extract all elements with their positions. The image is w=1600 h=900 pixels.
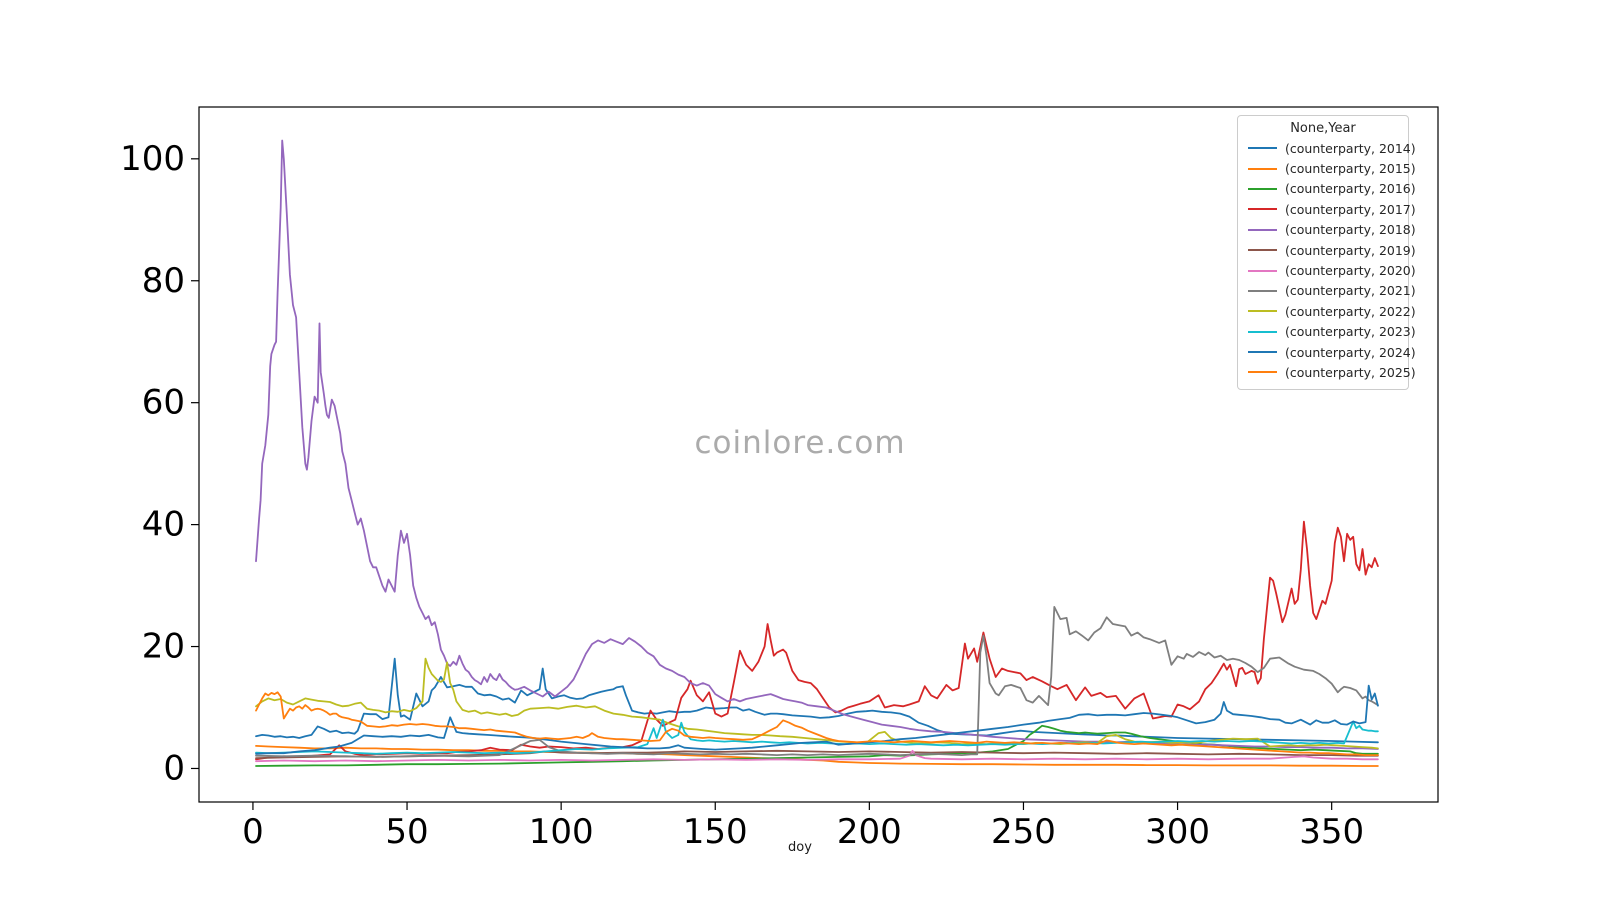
legend-item: (counterparty, 2021)	[1244, 281, 1416, 301]
watermark: coinlore.com	[694, 425, 906, 461]
y-tick-label: 20	[142, 627, 185, 667]
legend-item: (counterparty, 2019)	[1244, 240, 1416, 260]
legend-swatch-2016	[1248, 187, 1277, 190]
legend-swatch-2015	[1248, 167, 1277, 170]
legend-label: (counterparty, 2021)	[1285, 283, 1416, 299]
legend-item: (counterparty, 2015)	[1244, 158, 1416, 178]
legend-title: None,Year	[1290, 121, 1356, 136]
legend-item: (counterparty, 2016)	[1244, 179, 1416, 199]
y-tick-label: 80	[142, 261, 185, 301]
legend-label: (counterparty, 2023)	[1285, 324, 1416, 340]
legend-swatch-2024	[1248, 351, 1277, 354]
x-tick-label: 300	[1145, 812, 1210, 852]
legend-item: (counterparty, 2020)	[1244, 260, 1416, 280]
series-line-2014	[255, 657, 1379, 744]
x-tick-label: 150	[683, 812, 748, 852]
x-tick-label: 250	[991, 812, 1056, 852]
legend-swatch-2020	[1248, 269, 1277, 272]
legend-item: (counterparty, 2025)	[1244, 362, 1416, 382]
legend-label: (counterparty, 2018)	[1285, 222, 1416, 238]
series-line-2018	[255, 139, 1379, 750]
legend-swatch-2022	[1248, 310, 1277, 313]
legend-swatch-2019	[1248, 249, 1277, 252]
legend-items: (counterparty, 2014) (counterparty, 2015)…	[1244, 138, 1416, 383]
legend-label: (counterparty, 2014)	[1285, 140, 1416, 156]
series-line-2025	[255, 691, 1379, 756]
legend-item: (counterparty, 2017)	[1244, 199, 1416, 219]
legend-swatch-2025	[1248, 371, 1277, 374]
y-tick-label: 100	[120, 139, 185, 179]
legend-label: (counterparty, 2019)	[1285, 242, 1416, 258]
x-tick-label: 0	[242, 812, 264, 852]
series-line-2017	[255, 520, 1379, 761]
legend-label: (counterparty, 2017)	[1285, 201, 1416, 217]
legend-item: (counterparty, 2014)	[1244, 138, 1416, 158]
legend-label: (counterparty, 2020)	[1285, 263, 1416, 279]
series-line-2015	[255, 745, 1379, 767]
legend-item: (counterparty, 2024)	[1244, 342, 1416, 362]
series-line-2016	[255, 724, 1379, 767]
x-tick-label: 50	[385, 812, 428, 852]
axes-frame	[198, 106, 1439, 803]
y-tick-label: 0	[163, 748, 185, 788]
legend-item: (counterparty, 2023)	[1244, 322, 1416, 342]
legend-item: (counterparty, 2022)	[1244, 301, 1416, 321]
legend-item: (counterparty, 2018)	[1244, 220, 1416, 240]
x-tick-label: 350	[1299, 812, 1364, 852]
legend-swatch-2023	[1248, 330, 1277, 333]
legend-label: (counterparty, 2025)	[1285, 364, 1416, 380]
y-tick-label: 40	[142, 505, 185, 545]
legend-label: (counterparty, 2022)	[1285, 303, 1416, 319]
x-tick-label: 200	[837, 812, 902, 852]
legend-swatch-2017	[1248, 208, 1277, 211]
series-line-2020	[255, 749, 1379, 763]
legend-label: (counterparty, 2015)	[1285, 161, 1416, 177]
legend-swatch-2018	[1248, 228, 1277, 231]
legend-swatch-2014	[1248, 147, 1277, 150]
legend-label: (counterparty, 2016)	[1285, 181, 1416, 197]
x-tick-label: 100	[529, 812, 594, 852]
x-axis-label: doy	[788, 840, 812, 855]
legend-swatch-2021	[1248, 289, 1277, 292]
legend-label: (counterparty, 2024)	[1285, 344, 1416, 360]
series-line-2021	[255, 606, 1379, 758]
y-tick-label: 60	[142, 383, 185, 423]
series-line-2024	[255, 684, 1379, 755]
legend: None,Year (counterparty, 2014) (counterpa…	[1237, 115, 1416, 390]
